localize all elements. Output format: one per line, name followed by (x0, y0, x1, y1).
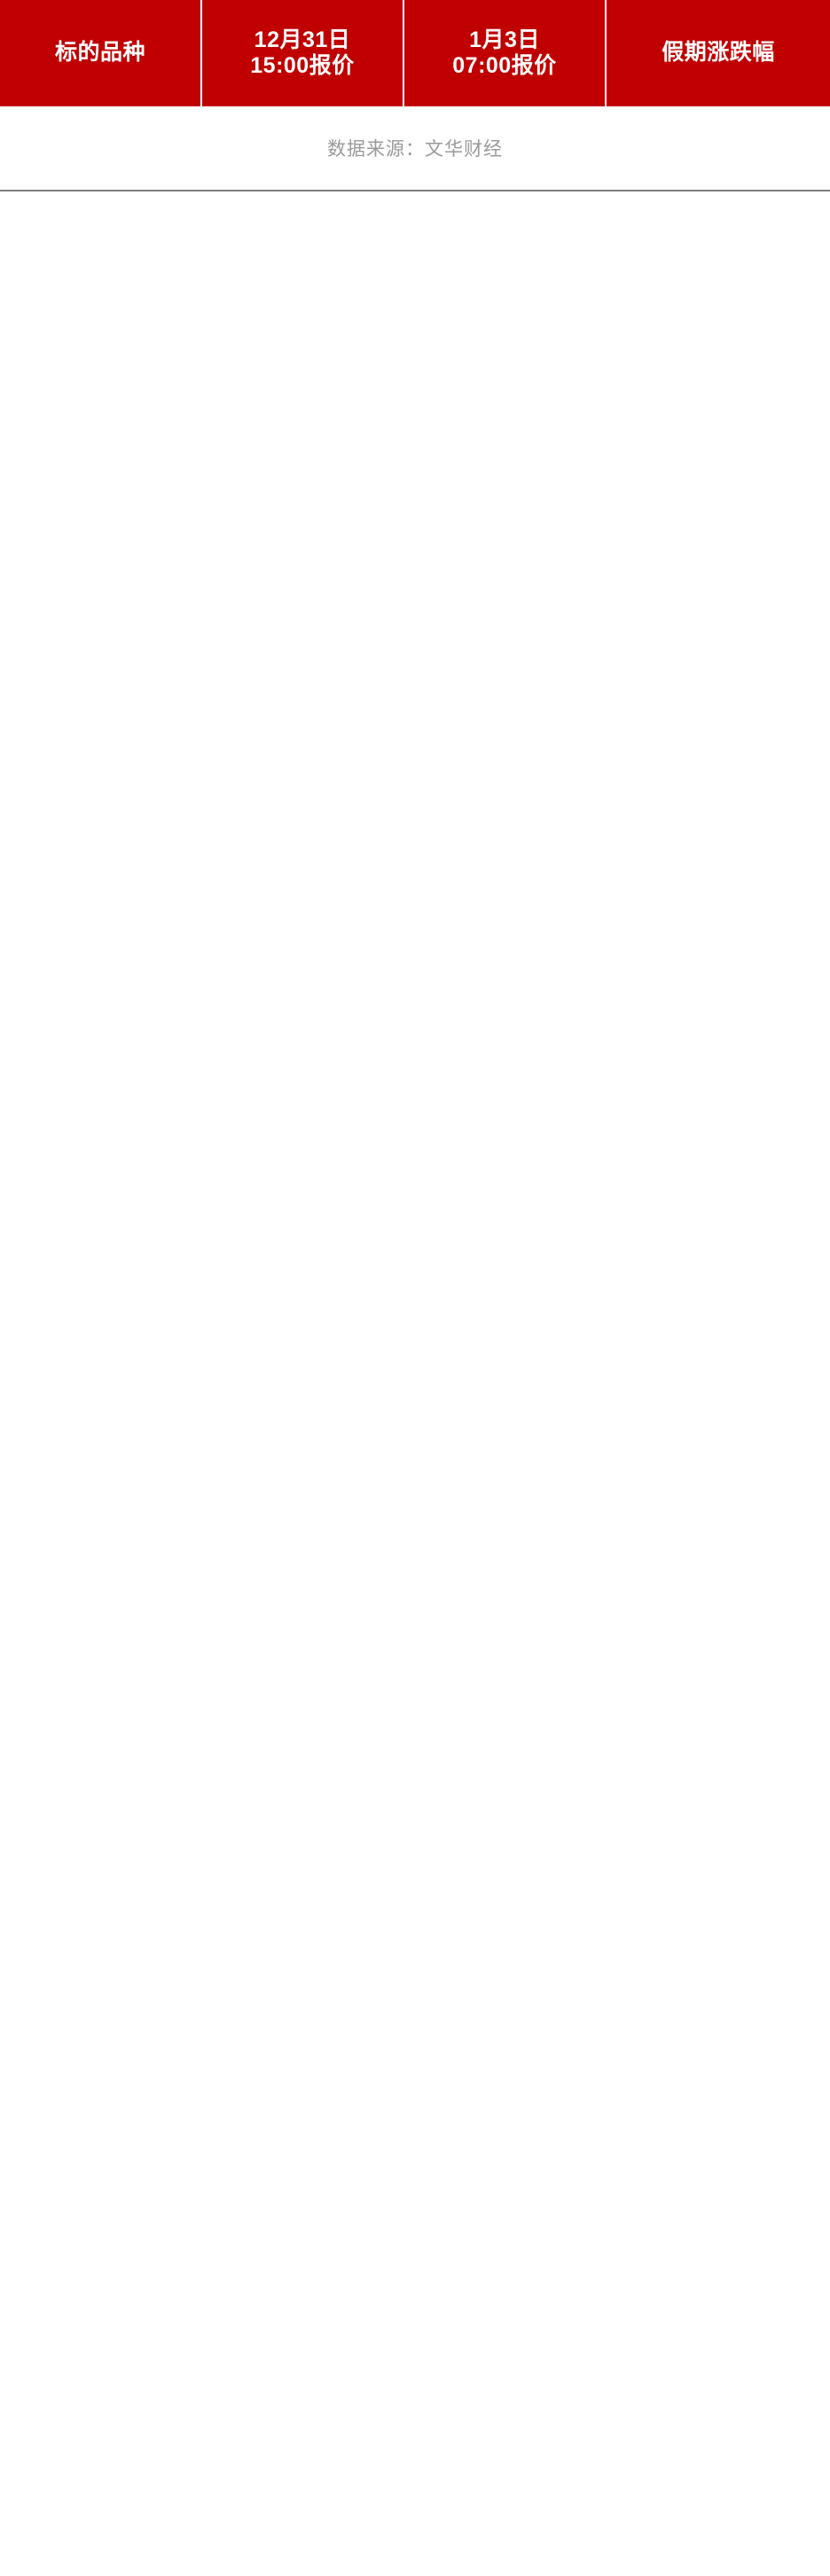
column-header-price-after: 1月3日 07:00报价 (404, 0, 607, 106)
table-header-row: 标的品种 12月31日 15:00报价 1月3日 07:00报价 假期涨跌幅 (0, 0, 830, 106)
column-header-price-before: 12月31日 15:00报价 (202, 0, 404, 106)
column-header-change: 假期涨跌幅 (662, 40, 775, 66)
data-source-note: 数据来源：文华财经 (327, 139, 503, 160)
column-header-symbol: 标的品种 (0, 0, 202, 106)
table-footer: 数据来源：文华财经 (0, 106, 830, 191)
